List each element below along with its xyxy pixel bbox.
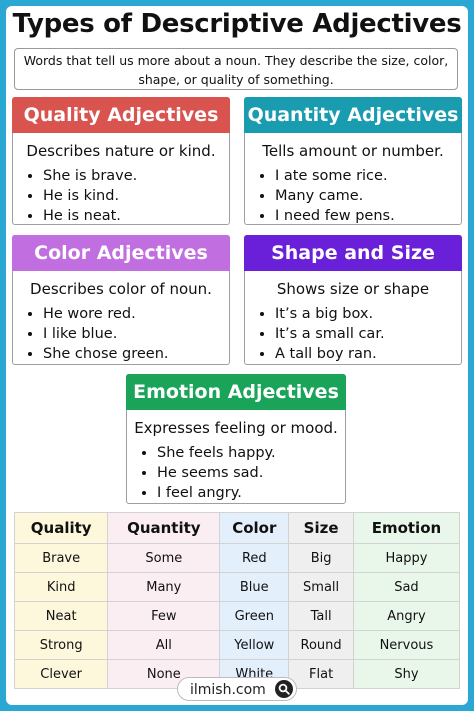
color-card: Color Adjectives Describes color of noun…	[12, 235, 230, 365]
intro-line-2: shape, or quality of something.	[138, 72, 334, 87]
magnifier-icon	[275, 680, 293, 698]
emotion-examples: She feels happy. He seems sad. I feel an…	[139, 443, 276, 503]
table-cell: Nervous	[352, 630, 461, 660]
shape-size-card-description: Shows size or shape	[276, 280, 430, 298]
table-row: Neat Few Green Tall Angry	[13, 601, 461, 631]
quantity-card: Quantity Adjectives Tells amount or numb…	[244, 97, 462, 225]
emotion-card: Emotion Adjectives Expresses feeling or …	[126, 374, 346, 504]
table-cell: Sad	[352, 572, 461, 602]
table-cell: Angry	[352, 601, 461, 631]
column-header-size: Size	[288, 512, 354, 544]
table-header-row: Quality Quantity Color Size Emotion	[13, 512, 461, 544]
table-cell: Shy	[352, 659, 461, 689]
list-item: I ate some rice.	[275, 166, 395, 186]
table-cell: Neat	[13, 601, 109, 631]
quantity-card-title: Quantity Adjectives	[244, 97, 462, 133]
column-header-quantity: Quantity	[107, 512, 221, 544]
table-cell: Happy	[352, 543, 461, 573]
brand-name: ilmish.com	[190, 682, 266, 698]
list-item: She feels happy.	[157, 443, 276, 463]
shape-size-examples: It’s a big box. It’s a small car. A tall…	[257, 304, 385, 364]
table-cell: Few	[107, 601, 221, 631]
list-item: He is neat.	[43, 206, 137, 226]
color-card-description: Describes color of noun.	[30, 280, 212, 298]
list-item: It’s a small car.	[275, 324, 385, 344]
quantity-card-description: Tells amount or number.	[262, 142, 444, 160]
table-cell: Many	[107, 572, 221, 602]
column-header-color: Color	[219, 512, 290, 544]
table-row: Brave Some Red Big Happy	[13, 543, 461, 573]
table-cell: Clever	[13, 659, 109, 689]
summary-table: Quality Quantity Color Size Emotion Brav…	[13, 512, 461, 689]
table-cell: Flat	[288, 659, 354, 689]
list-item: He seems sad.	[157, 463, 276, 483]
color-card-title: Color Adjectives	[12, 235, 230, 271]
table-cell: Big	[288, 543, 354, 573]
brand-footer[interactable]: ilmish.com	[177, 677, 297, 701]
table-cell: Tall	[288, 601, 354, 631]
list-item: I like blue.	[43, 324, 169, 344]
table-cell: Blue	[219, 572, 290, 602]
table-cell: Brave	[13, 543, 109, 573]
color-examples: He wore red. I like blue. She chose gree…	[25, 304, 169, 364]
table-cell: Yellow	[219, 630, 290, 660]
quality-card: Quality Adjectives Describes nature or k…	[12, 97, 230, 225]
list-item: Many came.	[275, 186, 395, 206]
page-title: Types of Descriptive Adjectives	[12, 9, 462, 39]
list-item: I need few pens.	[275, 206, 395, 226]
column-header-quality: Quality	[13, 512, 109, 544]
list-item: It’s a big box.	[275, 304, 385, 324]
quality-examples: She is brave. He is kind. He is neat.	[25, 166, 137, 226]
quality-card-description: Describes nature or kind.	[26, 142, 216, 160]
table-cell: Round	[288, 630, 354, 660]
shape-size-card-title: Shape and Size	[244, 235, 462, 271]
table-cell: Kind	[13, 572, 109, 602]
intro-box: Words that tell us more about a noun. Th…	[14, 48, 458, 90]
shape-size-card: Shape and Size Shows size or shape It’s …	[244, 235, 462, 365]
table-cell: Small	[288, 572, 354, 602]
column-header-emotion: Emotion	[352, 512, 461, 544]
list-item: She is brave.	[43, 166, 137, 186]
list-item: A tall boy ran.	[275, 344, 385, 364]
list-item: He is kind.	[43, 186, 137, 206]
list-item: She chose green.	[43, 344, 169, 364]
table-cell: Strong	[13, 630, 109, 660]
list-item: I feel angry.	[157, 483, 276, 503]
quality-card-title: Quality Adjectives	[12, 97, 230, 133]
intro-line-1: Words that tell us more about a noun. Th…	[23, 53, 449, 68]
emotion-card-description: Expresses feeling or mood.	[134, 419, 338, 437]
table-cell: Some	[107, 543, 221, 573]
table-row: Kind Many Blue Small Sad	[13, 572, 461, 602]
emotion-card-title: Emotion Adjectives	[126, 374, 346, 410]
table-cell: All	[107, 630, 221, 660]
table-cell: Green	[219, 601, 290, 631]
table-cell: Red	[219, 543, 290, 573]
quantity-examples: I ate some rice. Many came. I need few p…	[257, 166, 395, 226]
list-item: He wore red.	[43, 304, 169, 324]
table-row: Strong All Yellow Round Nervous	[13, 630, 461, 660]
